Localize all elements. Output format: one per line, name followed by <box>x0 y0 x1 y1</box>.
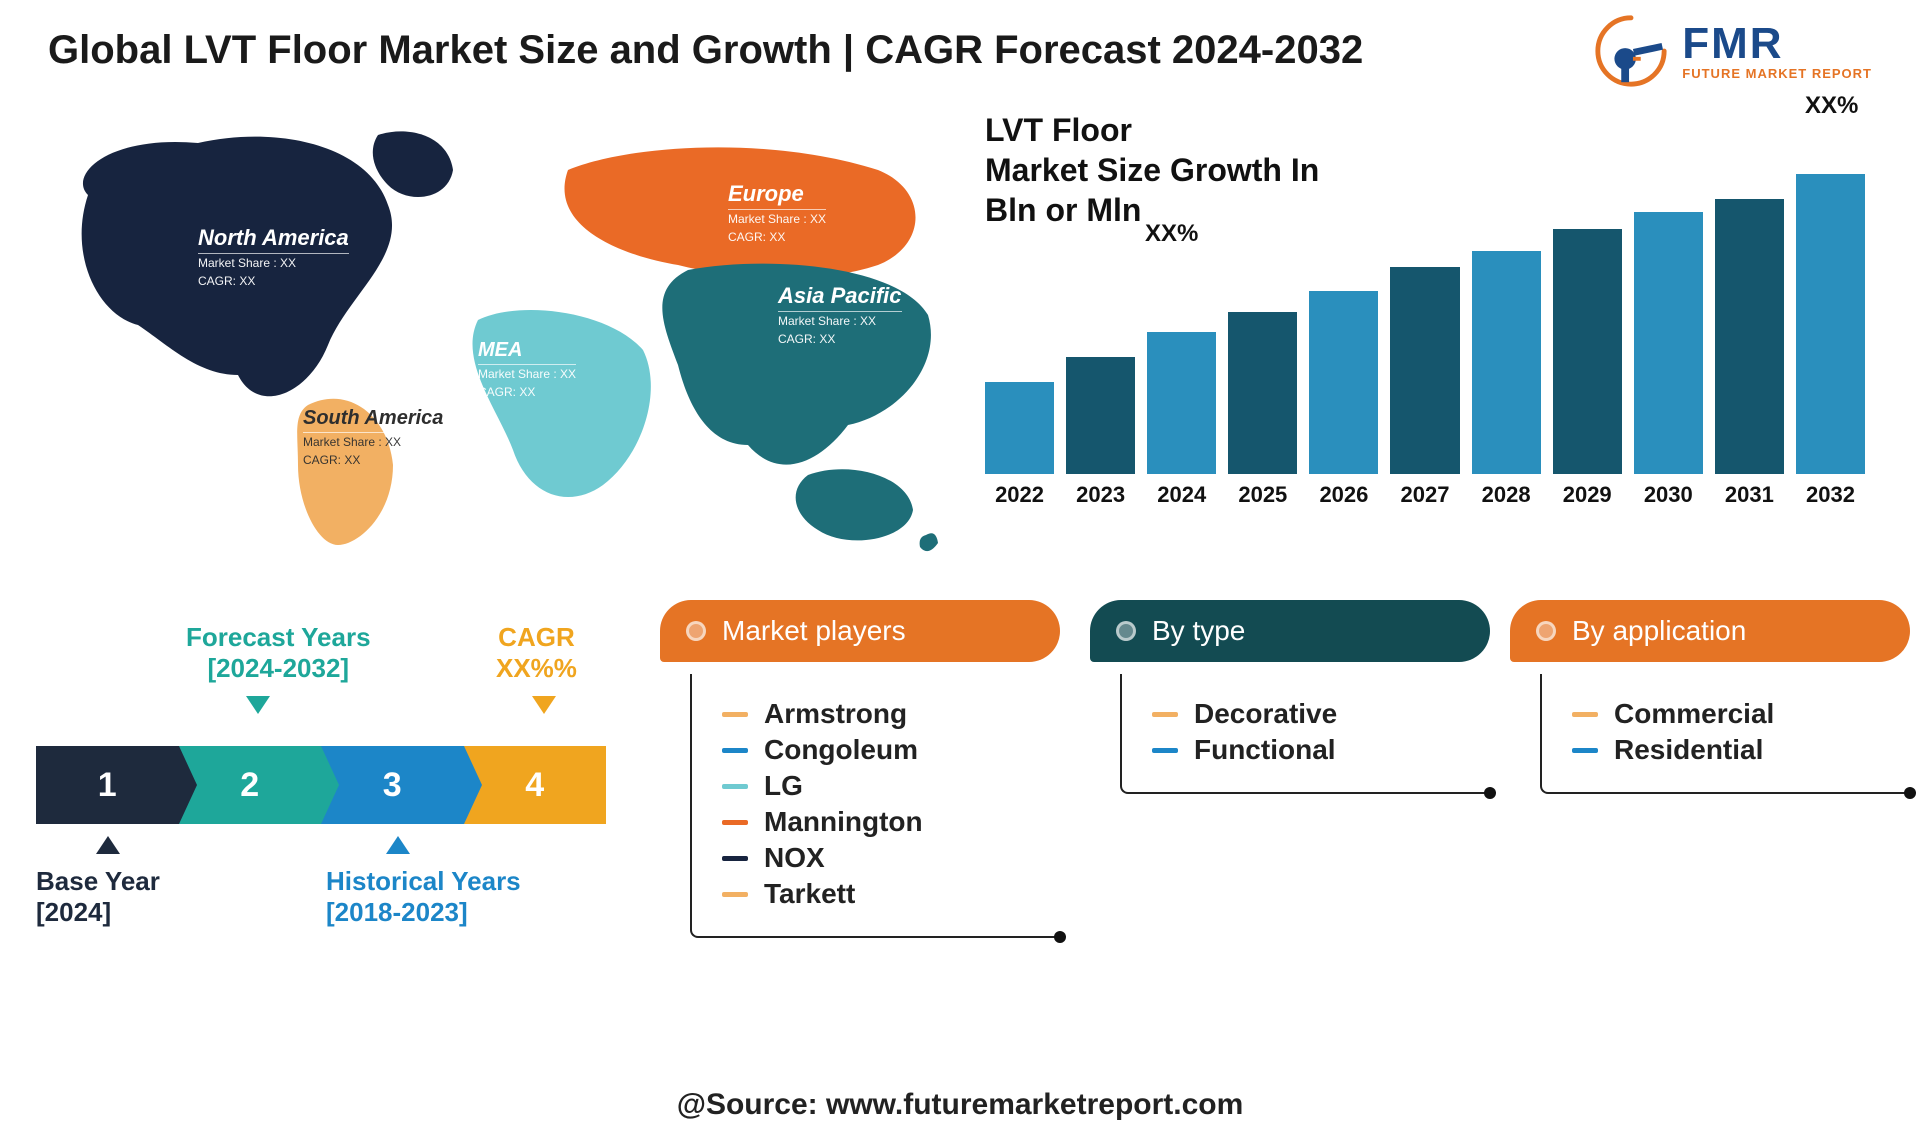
timeline-box-2: 2 <box>179 746 322 824</box>
page-title: Global LVT Floor Market Size and Growth … <box>48 28 1363 73</box>
tag-base: Base Year [2024] <box>36 866 160 928</box>
tag-base-pointer <box>96 836 120 854</box>
category-item: Commercial <box>1572 698 1910 730</box>
world-map: North AmericaMarket Share : XXCAGR: XX So… <box>48 115 948 555</box>
bar-2023: 2023 <box>1066 357 1135 508</box>
category-item: Decorative <box>1152 698 1490 730</box>
bar-2025: 2025 <box>1228 312 1297 509</box>
category-type: By type Decorative Functional <box>1090 600 1490 794</box>
category-frame: Armstrong Congoleum LG Mannington NOX Tarkett <box>690 674 1060 938</box>
tag-hist-pointer <box>386 836 410 854</box>
bar-2031: 2031 <box>1715 199 1784 508</box>
timeline-row: 1234 <box>36 746 606 824</box>
region-label-south-america: South AmericaMarket Share : XXCAGR: XX <box>303 407 443 467</box>
timeline-box-3: 3 <box>321 746 464 824</box>
bar-2029: 2029 <box>1553 229 1622 508</box>
category-item: Congoleum <box>722 734 1060 766</box>
category-item: Functional <box>1152 734 1490 766</box>
category-item: LG <box>722 770 1060 802</box>
category-frame: Decorative Functional <box>1120 674 1490 794</box>
category-application: By application Commercial Residential <box>1510 600 1910 794</box>
category-pill-players: Market players <box>660 600 1060 662</box>
category-item: Tarkett <box>722 878 1060 910</box>
timeline-box-4: 4 <box>464 746 607 824</box>
tag-cagr-pointer <box>532 696 556 714</box>
bar-2026: 2026 <box>1309 291 1378 508</box>
bar-2028: 2028 <box>1472 251 1541 508</box>
logo-text-sub: FUTURE MARKET REPORT <box>1682 66 1872 81</box>
source-attribution: @Source: www.futuremarketreport.com <box>0 1088 1920 1122</box>
category-players: Market players Armstrong Congoleum LG Manni… <box>660 600 1060 938</box>
bar-2024: 2024 <box>1147 332 1216 508</box>
fmr-logo: FMR FUTURE MARKET REPORT <box>1592 12 1872 90</box>
region-nz <box>920 533 938 551</box>
category-frame: Commercial Residential <box>1540 674 1910 794</box>
region-label-asia-pacific: Asia PacificMarket Share : XXCAGR: XX <box>778 283 902 346</box>
market-growth-chart: LVT Floor Market Size Growth In Bln or M… <box>985 110 1865 550</box>
region-label-mea: MEAMarket Share : XXCAGR: XX <box>478 339 576 399</box>
bar-2022: 2022 <box>985 382 1054 508</box>
category-pill-application: By application <box>1510 600 1910 662</box>
tag-forecast: Forecast Years [2024-2032] <box>186 622 371 684</box>
region-label-north-america: North AmericaMarket Share : XXCAGR: XX <box>198 225 349 288</box>
tag-cagr: CAGR XX%% <box>496 622 577 684</box>
tag-forecast-pointer <box>246 696 270 714</box>
chart-bars: 2022202320242025202620272028202920302031… <box>985 198 1865 508</box>
region-label-europe: EuropeMarket Share : XXCAGR: XX <box>728 181 826 244</box>
chart-annotation-end: XX% <box>1805 92 1858 120</box>
category-pill-type: By type <box>1090 600 1490 662</box>
years-timeline: Forecast Years [2024-2032] CAGR XX%% 123… <box>36 690 606 824</box>
category-item: Residential <box>1572 734 1910 766</box>
timeline-box-1: 1 <box>36 746 179 824</box>
category-item: NOX <box>722 842 1060 874</box>
region-north-america-greenland <box>373 131 453 197</box>
bar-2027: 2027 <box>1390 267 1459 508</box>
category-item: Armstrong <box>722 698 1060 730</box>
fmr-logo-icon <box>1592 12 1670 90</box>
logo-text-main: FMR <box>1682 22 1872 66</box>
region-australia <box>796 469 913 540</box>
tag-hist: Historical Years [2018-2023] <box>326 866 521 928</box>
category-item: Mannington <box>722 806 1060 838</box>
bar-2030: 2030 <box>1634 212 1703 508</box>
bar-2032: 2032 <box>1796 174 1865 508</box>
